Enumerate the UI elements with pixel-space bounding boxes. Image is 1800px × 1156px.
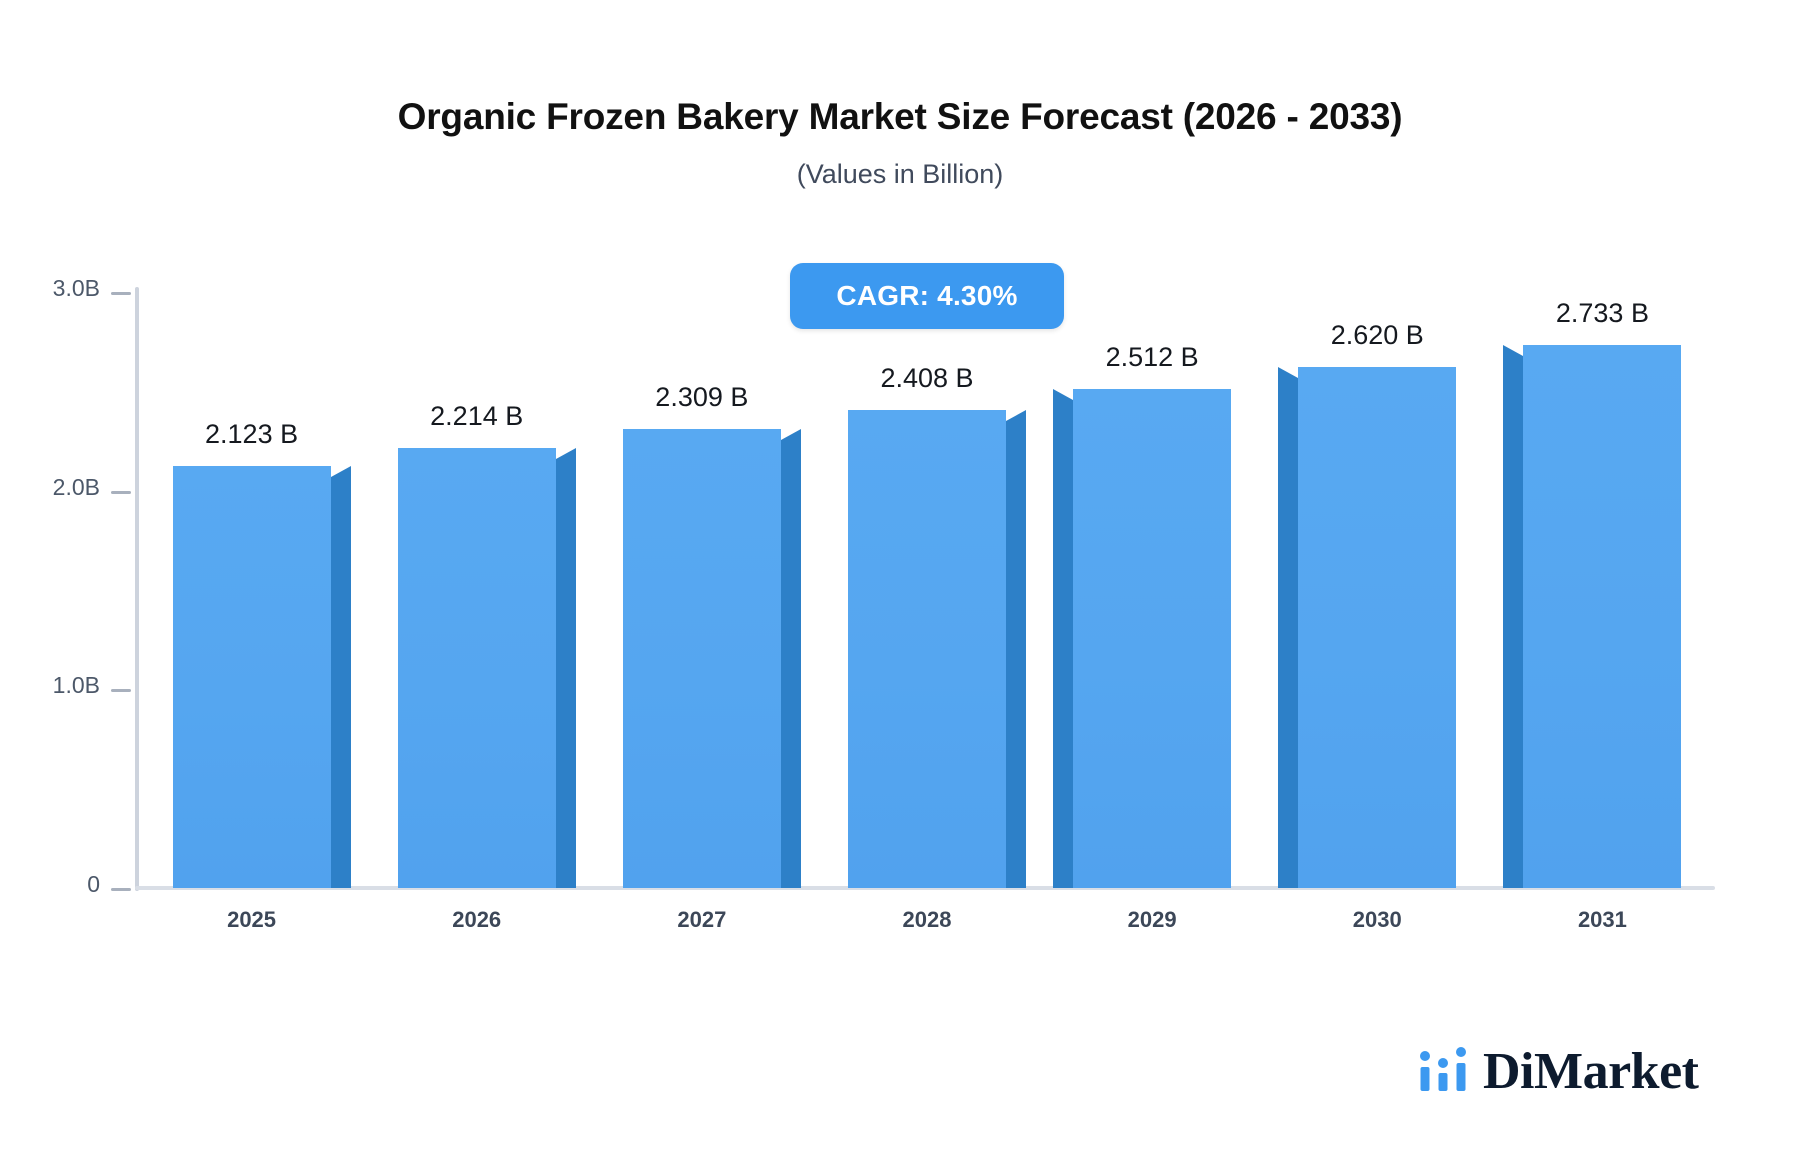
- brand-logo: DiMarket: [1418, 1043, 1699, 1100]
- x-axis-label-2027: 2027: [677, 907, 727, 932]
- y-axis-tick-mark: [111, 292, 131, 295]
- cagr-badge: CAGR: 4.30%: [790, 263, 1064, 329]
- bar-value-label: 2.408 B: [880, 362, 974, 393]
- bar-front-face: [1073, 388, 1232, 888]
- bar-value-label: 2.733 B: [1555, 298, 1649, 329]
- bar-top-bevel: [555, 448, 576, 460]
- title-block: Organic Frozen Bakery Market Size Foreca…: [0, 96, 1800, 190]
- x-axis-label-2028: 2028: [902, 907, 952, 932]
- y-axis-line: [135, 287, 139, 891]
- bar-side-face: [780, 440, 801, 888]
- bar-2030[interactable]: [1278, 367, 1457, 888]
- bar-2031[interactable]: [1503, 345, 1682, 888]
- y-axis-tick-mark: [111, 689, 131, 693]
- bar-front-face: [397, 448, 556, 888]
- y-axis-tick-label: 2.0B: [52, 473, 100, 500]
- bar-side-face: [1278, 378, 1299, 888]
- bar-side-face: [330, 477, 351, 888]
- bar-chart-logo-icon: [1418, 1046, 1470, 1098]
- bar-top-bevel: [330, 466, 351, 478]
- bar-value-label: 2.620 B: [1330, 320, 1424, 351]
- y-axis-tick-label: 3.0B: [52, 275, 100, 301]
- x-axis-label-2031: 2031: [1577, 907, 1627, 932]
- y-axis-tick: 1.0B: [0, 672, 136, 698]
- bar-side-face: [1006, 420, 1026, 888]
- bar-2026[interactable]: [397, 448, 576, 888]
- bar-value-label: 2.214 B: [430, 401, 524, 432]
- y-axis-tick: 2.0B: [0, 474, 136, 500]
- bar-front-face: [1523, 345, 1682, 888]
- x-axis-label-2029: 2029: [1127, 907, 1177, 932]
- y-axis-tick: 0: [0, 871, 136, 897]
- cagr-badge-label: CAGR: 4.30%: [836, 280, 1018, 311]
- bar-front-face: [622, 429, 781, 888]
- bar-2025[interactable]: [172, 466, 351, 888]
- bar-top-bevel: [1006, 409, 1026, 421]
- x-axis-label-2025: 2025: [227, 907, 277, 932]
- bar-front-face: [172, 466, 331, 888]
- bar-front-face: [848, 409, 1006, 888]
- bar-value-label: 2.123 B: [205, 419, 299, 450]
- brand-name: DiMarket: [1483, 1043, 1699, 1100]
- y-axis-tick-mark: [111, 490, 131, 494]
- page-title: Organic Frozen Bakery Market Size Foreca…: [397, 96, 1403, 137]
- x-axis-label-2026: 2026: [452, 907, 502, 932]
- bar-2028[interactable]: [848, 409, 1026, 888]
- bar-top-bevel: [1503, 345, 1524, 357]
- y-axis-tick: 3.0B: [0, 275, 136, 301]
- y-axis-tick-label: 1.0B: [52, 672, 100, 699]
- bar-front-face: [1298, 367, 1457, 888]
- bar-top-bevel: [1053, 388, 1074, 400]
- bar-side-face: [1053, 399, 1074, 888]
- page-subtitle: (Values in Billion): [796, 158, 1004, 189]
- y-axis-tick-label: 0: [87, 871, 100, 897]
- x-axis-line: [135, 886, 1715, 890]
- bar-top-bevel: [1278, 367, 1299, 379]
- y-axis-tick-mark: [111, 888, 131, 891]
- bar-2027[interactable]: [622, 429, 801, 888]
- bar-2029[interactable]: [1053, 388, 1232, 888]
- bar-side-face: [1503, 356, 1524, 888]
- x-axis-label-2030: 2030: [1352, 907, 1402, 932]
- bar-value-label: 2.512 B: [1105, 341, 1199, 372]
- bar-value-label: 2.309 B: [655, 382, 749, 413]
- bar-side-face: [555, 459, 576, 888]
- bar-top-bevel: [780, 429, 801, 441]
